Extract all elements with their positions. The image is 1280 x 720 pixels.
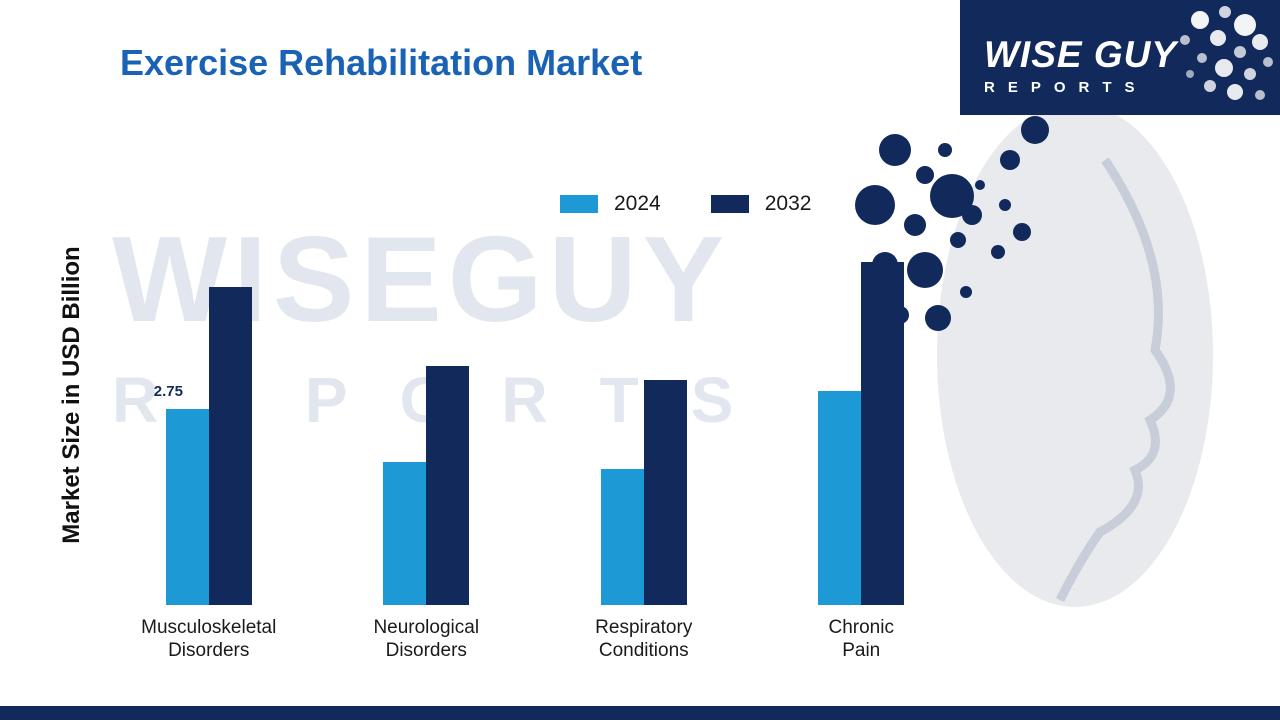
bar-2032 [643,380,687,605]
category-label: Chronic Pain [828,617,894,661]
bar-pair: 2.75 [154,248,252,605]
bar-group-4: Chronic Pain [756,248,966,663]
bar-2024 [600,469,644,605]
legend: 2024 2032 [560,192,811,216]
category-label: Neurological Disorders [373,617,480,661]
legend-swatch-2024 [560,195,598,213]
bar-value-label: 2.75 [153,383,183,400]
brand-logo-subtext: REPORTS [984,79,1148,96]
bar-group-1: 2.75 Musculoskeletal Disorders [104,248,314,663]
bar-group-3: Respiratory Conditions [539,248,749,663]
legend-item-2032: 2032 [710,192,812,216]
bar-2032 [426,366,470,605]
brand-head-dots-icon [1180,6,1273,100]
bar-pair [600,248,687,605]
bar-2024: 2.75 [154,383,209,605]
legend-label-2024: 2024 [614,192,661,215]
footer-bar [0,706,1280,720]
legend-swatch-2032 [710,195,749,213]
brand-logo-text: WISE GUY [984,34,1178,75]
bar-2024 [383,462,427,605]
y-axis-label: Market Size in USD Billion [58,246,85,544]
bar-2032 [208,287,252,605]
bar-group-2: Neurological Disorders [321,248,531,663]
page-title: Exercise Rehabilitation Market [120,42,643,83]
category-label: Musculoskeletal Disorders [141,617,277,661]
bar-2032 [861,262,905,605]
bar-pair [383,248,470,605]
legend-label-2032: 2032 [764,192,812,215]
bar-2024 [818,391,862,605]
bar-pair [818,248,905,605]
plot-area: 2.75 Musculoskeletal Disorders Neurologica… [100,248,970,663]
category-label: Respiratory Conditions [595,617,693,661]
legend-item-2024: 2024 [560,192,661,216]
brand-panel: WISE GUY REPORTS [960,0,1280,115]
